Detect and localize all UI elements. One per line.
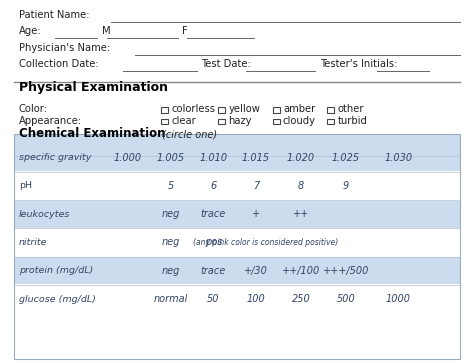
Text: M: M (102, 26, 110, 36)
Bar (218, 119, 225, 124)
Text: 1000: 1000 (386, 294, 410, 304)
Text: F: F (182, 26, 188, 36)
Text: turbid: turbid (337, 115, 367, 126)
Text: +++/500: +++/500 (323, 266, 369, 276)
Text: 6: 6 (210, 181, 217, 191)
Bar (14, 257, 460, 284)
Text: +/30: +/30 (244, 266, 268, 276)
Text: Color:: Color: (19, 104, 48, 114)
Text: 9: 9 (343, 181, 349, 191)
Text: clear: clear (172, 115, 196, 126)
Text: neg: neg (162, 209, 180, 219)
Text: 1.015: 1.015 (242, 152, 270, 163)
Text: 100: 100 (246, 294, 265, 304)
Text: Physical Examination: Physical Examination (19, 81, 168, 94)
Text: pH: pH (19, 182, 32, 190)
Text: amber: amber (283, 104, 315, 114)
Text: cloudy: cloudy (283, 115, 316, 126)
Text: Physician's Name:: Physician's Name: (19, 42, 110, 53)
Bar (14, 144, 460, 171)
Text: pos: pos (205, 237, 222, 248)
Text: 1.000: 1.000 (114, 152, 142, 163)
Text: (circle one): (circle one) (159, 130, 217, 140)
Text: yellow: yellow (228, 104, 260, 114)
Text: Tester's Initials:: Tester's Initials: (320, 59, 397, 69)
Text: +: + (252, 209, 260, 219)
Text: nitrite: nitrite (19, 238, 47, 247)
Text: Collection Date:: Collection Date: (19, 59, 99, 69)
Text: neg: neg (162, 266, 180, 276)
Text: 1.010: 1.010 (199, 152, 228, 163)
Bar (273, 107, 280, 113)
Text: other: other (337, 104, 364, 114)
Text: colorless: colorless (172, 104, 216, 114)
Text: protein (mg/dL): protein (mg/dL) (19, 266, 93, 275)
Text: 1.030: 1.030 (384, 152, 412, 163)
Text: neg: neg (162, 237, 180, 248)
Text: Appearance:: Appearance: (19, 115, 82, 126)
Text: Test Date:: Test Date: (201, 59, 251, 69)
Text: 1.020: 1.020 (287, 152, 315, 163)
Text: 250: 250 (292, 294, 310, 304)
Text: glucose (mg/dL): glucose (mg/dL) (19, 295, 96, 303)
Text: trace: trace (201, 209, 226, 219)
Text: hazy: hazy (228, 115, 252, 126)
Text: 8: 8 (298, 181, 304, 191)
Text: specific gravity: specific gravity (19, 153, 91, 162)
Text: ++: ++ (293, 209, 309, 219)
Bar (218, 107, 225, 113)
Text: 50: 50 (207, 294, 219, 304)
Text: leukocytes: leukocytes (19, 210, 70, 219)
Text: Chemical Examination: Chemical Examination (19, 127, 165, 140)
Text: 7: 7 (253, 181, 259, 191)
Bar (14, 201, 460, 228)
Text: Patient Name:: Patient Name: (19, 10, 90, 20)
Text: 5: 5 (167, 181, 174, 191)
Bar (14, 134, 460, 359)
Text: normal: normal (154, 294, 188, 304)
Text: Age:: Age: (19, 26, 42, 36)
Bar (161, 119, 168, 124)
Text: 1.025: 1.025 (332, 152, 360, 163)
Bar (273, 119, 280, 124)
Text: (any pink color is considered positive): (any pink color is considered positive) (193, 238, 338, 247)
Text: trace: trace (201, 266, 226, 276)
Text: 500: 500 (337, 294, 356, 304)
Bar (327, 119, 334, 124)
Bar (327, 107, 334, 113)
Bar (161, 107, 168, 113)
Text: 1.005: 1.005 (156, 152, 185, 163)
Bar (14, 134, 460, 156)
Text: ++/100: ++/100 (282, 266, 320, 276)
